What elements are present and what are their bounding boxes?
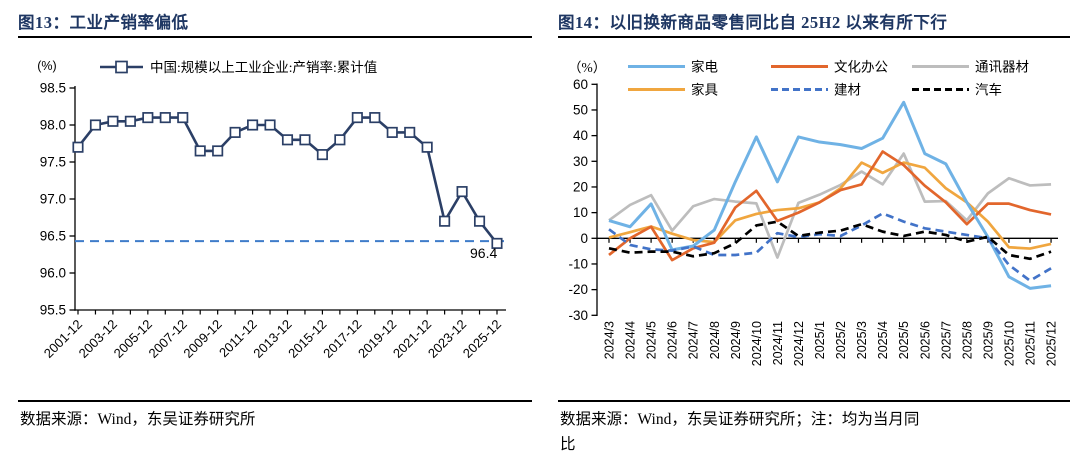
figure13-title-rule — [18, 36, 532, 39]
y-tick-label: 50 — [573, 102, 588, 117]
data-point-marker — [473, 215, 486, 227]
legend-marker — [115, 60, 128, 74]
x-tick-label: 2025/3 — [855, 321, 869, 359]
figure14-title-rule — [558, 36, 1070, 39]
figure13-footer-rule — [18, 400, 532, 403]
figure14-panel: 图14：以旧换新商品零售同比自 25H2 以来有所下行 60 50 40 30 20 10… — [540, 0, 1080, 461]
figure14-source: 数据来源：Wind，东吴证券研究所；注：均为当月同 比 — [560, 407, 919, 457]
data-point-marker — [351, 112, 363, 124]
data-point-marker — [194, 145, 206, 157]
data-point-marker — [107, 115, 119, 127]
data-point-marker — [299, 134, 311, 146]
series-telecom-equipment — [608, 152, 1052, 259]
x-tick-label: 2024/12 — [792, 321, 806, 366]
x-tick-label: 2024/9 — [729, 321, 743, 359]
data-point-marker — [491, 237, 503, 249]
data-point-marker — [316, 149, 328, 161]
figure13-chart: 98.598.097.597.096.596.095.5(%)2001-1220… — [37, 59, 506, 361]
figure14-footer-rule — [558, 400, 1070, 403]
data-point-marker — [369, 112, 381, 124]
x-tick-label: 2025/4 — [876, 321, 890, 359]
data-point-marker — [142, 112, 154, 124]
x-tick-label: 2025/11 — [1024, 321, 1038, 365]
y-tick-label: 97.5 — [40, 155, 66, 170]
x-tick-label: 2025/1 — [813, 321, 827, 359]
data-point-marker — [281, 134, 294, 146]
data-point-marker — [247, 119, 259, 131]
legend-label-furniture: 家具 — [691, 82, 718, 98]
y-tick-label: 97.0 — [40, 192, 66, 207]
y-tick-label: 20 — [573, 179, 588, 194]
data-point-marker — [404, 126, 416, 138]
y-tick-label: -30 — [568, 308, 588, 323]
data-point-marker — [386, 126, 398, 138]
x-tick-label: 2025/12 — [1045, 321, 1059, 366]
data-point-marker — [264, 119, 276, 131]
x-tick-label: 2024/5 — [645, 321, 659, 359]
y-tick-label: -20 — [568, 282, 588, 297]
x-tick-label: 2024/8 — [708, 321, 722, 359]
x-tick-label: 2025/7 — [939, 321, 953, 359]
y-tick-label: 95.5 — [40, 303, 66, 318]
x-tick-label: 2025/2 — [834, 321, 848, 359]
data-point-marker — [72, 141, 84, 153]
x-tick-label: 2025/9 — [981, 321, 995, 359]
figure13-title: 图13：工业产销率偏低 — [18, 13, 189, 32]
data-point-marker — [439, 215, 451, 227]
data-point-marker — [124, 115, 136, 127]
legend-label-building-material: 建材 — [834, 83, 861, 98]
x-tick-label: 2025/10 — [1002, 321, 1016, 366]
y-tick-label: 96.5 — [40, 229, 66, 244]
y-tick-label: -10 — [568, 256, 588, 271]
data-point-marker — [229, 126, 241, 138]
x-tick-label: 2025/5 — [897, 321, 911, 359]
y-tick-label: 98.0 — [40, 118, 66, 133]
x-tick-label: 2024/11 — [771, 321, 785, 365]
x-tick-label: 2024/6 — [666, 321, 680, 359]
y-tick-label: 60 — [573, 77, 588, 92]
legend-label: 中国:规模以上工业企业:产销率:累计值 — [150, 59, 377, 75]
data-point-marker — [177, 112, 189, 124]
y-tick-label: 30 — [573, 154, 588, 169]
series-automobile — [608, 220, 1052, 261]
y-tick-label: 96.0 — [40, 266, 66, 281]
figure14-title: 图14：以旧换新商品零售同比自 25H2 以来有所下行 — [558, 13, 948, 32]
x-tick-label: 2024/7 — [687, 321, 701, 359]
y-tick-label: 98.5 — [40, 81, 66, 96]
legend-label-telecom-equipment: 通讯器材 — [975, 60, 1029, 75]
x-tick-label: 2025-12 — [460, 317, 504, 361]
series-building-material — [608, 212, 1052, 283]
x-tick-label: 2025/8 — [960, 321, 974, 359]
data-point-marker — [421, 141, 433, 153]
data-point-marker — [212, 145, 224, 157]
y-tick-label: 10 — [573, 205, 588, 220]
legend-label-home-appliance: 家电 — [691, 59, 718, 75]
data-point-marker — [334, 134, 346, 146]
figure14-chart: 60 50 40 30 20 10 0 -10 -20 -30 （%） 2024/3 2024/4 202… — [568, 59, 1059, 367]
y-tick-label: 40 — [573, 128, 588, 143]
x-tick-label: 2024/4 — [624, 321, 638, 359]
y-tick-label: 0 — [580, 231, 588, 246]
figure13-panel: 图13：工业产销率偏低 98.5 98.0 97.5 97.0 96.5 96.0 95.5… — [18, 13, 532, 428]
x-tick-label: 2024/3 — [603, 321, 617, 359]
figure14-source-line1: 数据来源：Wind，东吴证券研究所；注：均为当月同 — [560, 411, 920, 428]
data-point-marker — [89, 119, 102, 131]
last-value-label: 96.4 — [470, 245, 497, 261]
series-culture-office — [608, 150, 1052, 262]
figure13-source: 数据来源：Wind，东吴证券研究所 — [20, 411, 256, 428]
y-axis-unit-label: （%） — [568, 60, 606, 75]
legend-label-automobile: 汽车 — [975, 82, 1002, 98]
data-point-marker — [456, 186, 468, 198]
x-tick-label: 2025/6 — [918, 321, 932, 359]
figure14-source-line2: 比 — [560, 436, 576, 453]
data-point-marker — [159, 112, 171, 124]
y-axis-unit-label: (%) — [37, 59, 56, 73]
legend-label-culture-office: 文化办公 — [834, 60, 888, 75]
x-tick-label: 2024/10 — [750, 321, 764, 366]
x-tick-label: 2009-12 — [180, 317, 224, 361]
